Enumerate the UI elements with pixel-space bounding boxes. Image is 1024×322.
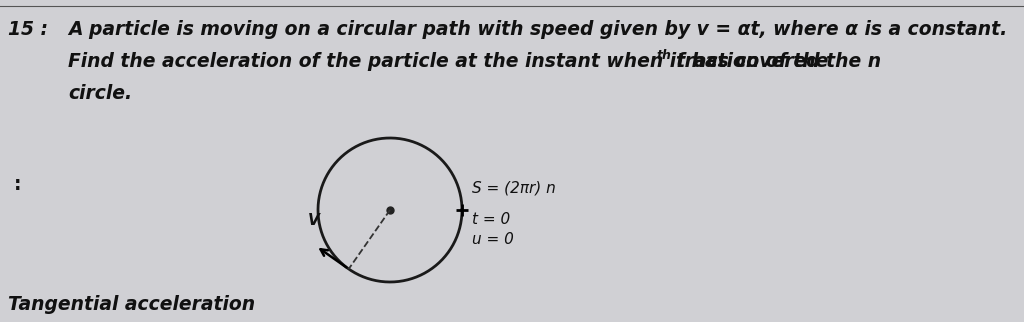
Text: t = 0: t = 0	[472, 212, 510, 227]
Text: V: V	[308, 213, 319, 228]
Text: :: :	[14, 175, 22, 194]
Text: Find the acceleration of the particle at the instant when it has covered the n: Find the acceleration of the particle at…	[68, 52, 881, 71]
Text: S = (2πr) n: S = (2πr) n	[472, 180, 556, 195]
Text: th: th	[657, 49, 672, 62]
Text: u = 0: u = 0	[472, 232, 514, 247]
Text: Tangential acceleration: Tangential acceleration	[8, 295, 255, 314]
Text: A particle is moving on a circular path with speed given by v = αt, where α is a: A particle is moving on a circular path …	[68, 20, 1008, 39]
Text: circle.: circle.	[68, 84, 132, 103]
Text: 15 :: 15 :	[8, 20, 48, 39]
Text: fraction of the: fraction of the	[670, 52, 828, 71]
